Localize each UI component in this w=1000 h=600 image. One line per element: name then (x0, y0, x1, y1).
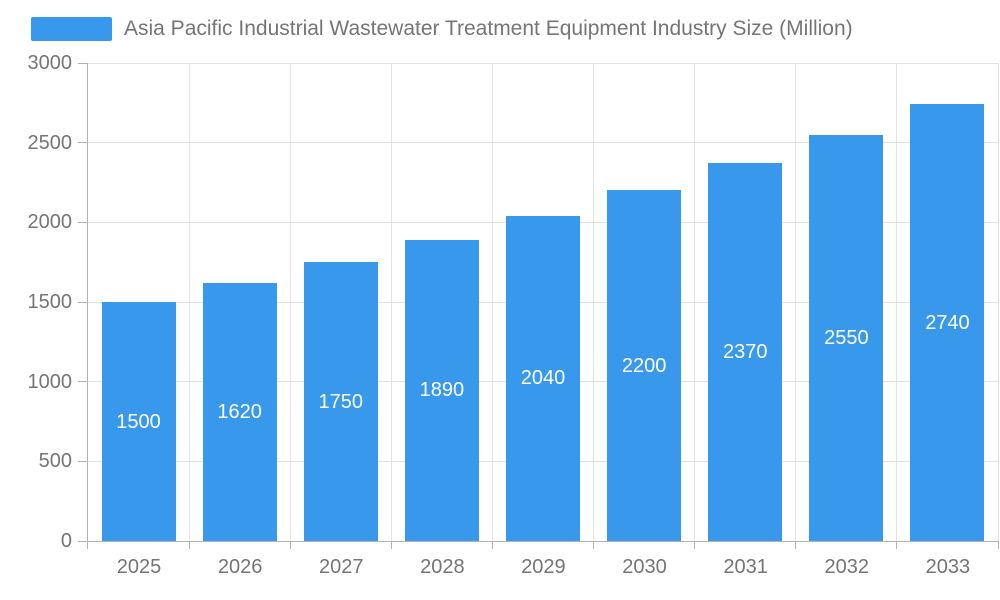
gridline-v (694, 63, 696, 541)
bar[interactable]: 2200 (607, 190, 682, 541)
gridline-h (88, 142, 998, 144)
gridline-v (997, 63, 999, 541)
y-tick-label: 1500 (27, 291, 73, 313)
x-tick-label: 2025 (116, 556, 162, 578)
x-tick-label: 2028 (420, 556, 465, 578)
bar-value-label: 2550 (824, 326, 869, 349)
bar-value-label: 1890 (419, 379, 465, 402)
legend-item[interactable]: Asia Pacific Industrial Wastewater Treat… (31, 17, 853, 41)
y-tick-label: 0 (60, 530, 72, 552)
gridline-v (795, 63, 797, 541)
y-axis-tick (78, 301, 88, 303)
y-axis-line (87, 63, 88, 549)
bar[interactable]: 1750 (303, 262, 378, 541)
gridline-v (289, 63, 291, 541)
x-tick-label: 2027 (318, 556, 364, 578)
bar[interactable]: 2370 (708, 163, 783, 541)
y-axis-tick (78, 142, 88, 144)
bar[interactable]: 1620 (202, 282, 277, 541)
y-axis-tick (78, 62, 88, 64)
bar-value-label: 2040 (520, 367, 566, 390)
y-tick-label: 1000 (27, 370, 73, 393)
x-tick-label: 2030 (622, 556, 667, 578)
y-tick-label: 2000 (27, 211, 73, 234)
gridline-v (390, 63, 392, 541)
bar-value-label: 2740 (925, 311, 970, 334)
gridline-v (593, 63, 595, 541)
x-axis-tick (694, 541, 696, 549)
x-axis-tick (795, 541, 797, 549)
bar[interactable]: 2040 (506, 215, 580, 541)
x-axis-tick (491, 541, 493, 549)
x-axis-tick (289, 541, 291, 549)
y-tick-label: 2500 (27, 131, 73, 154)
x-tick-label: 2033 (925, 556, 971, 578)
x-axis-tick (593, 541, 595, 549)
x-tick-label: 2026 (217, 556, 263, 578)
x-axis-line (78, 541, 998, 542)
bar-value-label: 2370 (722, 341, 768, 364)
gridline-v (896, 63, 898, 541)
y-axis-tick (78, 540, 88, 542)
x-axis-tick (997, 541, 999, 549)
x-tick-label: 2032 (824, 556, 870, 578)
x-tick-label: 2029 (521, 556, 566, 578)
gridline-v (491, 63, 493, 541)
bar[interactable]: 1500 (101, 302, 176, 541)
y-axis-tick (78, 221, 88, 223)
y-tick-label: 500 (38, 450, 72, 473)
bar-value-label: 1620 (217, 400, 262, 423)
y-tick-label: 3000 (27, 52, 73, 74)
gridline-v (188, 63, 190, 541)
bar-value-label: 1750 (318, 390, 364, 413)
bar-value-label: 1500 (116, 410, 161, 433)
bar-value-label: 2200 (621, 354, 667, 377)
x-axis-tick (188, 541, 190, 549)
x-tick-label: 2031 (723, 556, 768, 578)
bar[interactable]: 1890 (404, 239, 479, 541)
y-axis-tick (78, 381, 88, 383)
x-axis-tick (896, 541, 898, 549)
chart-title: Asia Pacific Industrial Wastewater Treat… (124, 17, 853, 40)
gridline-h (88, 62, 998, 64)
y-axis-tick (78, 460, 88, 462)
bar[interactable]: 2550 (809, 134, 884, 541)
x-axis-tick (390, 541, 392, 549)
bar[interactable]: 2740 (910, 104, 985, 541)
legend-swatch (31, 17, 112, 41)
plot-area: 1500 1620 1750 1890 2040 2200 2370 2550 2740 (88, 62, 999, 541)
